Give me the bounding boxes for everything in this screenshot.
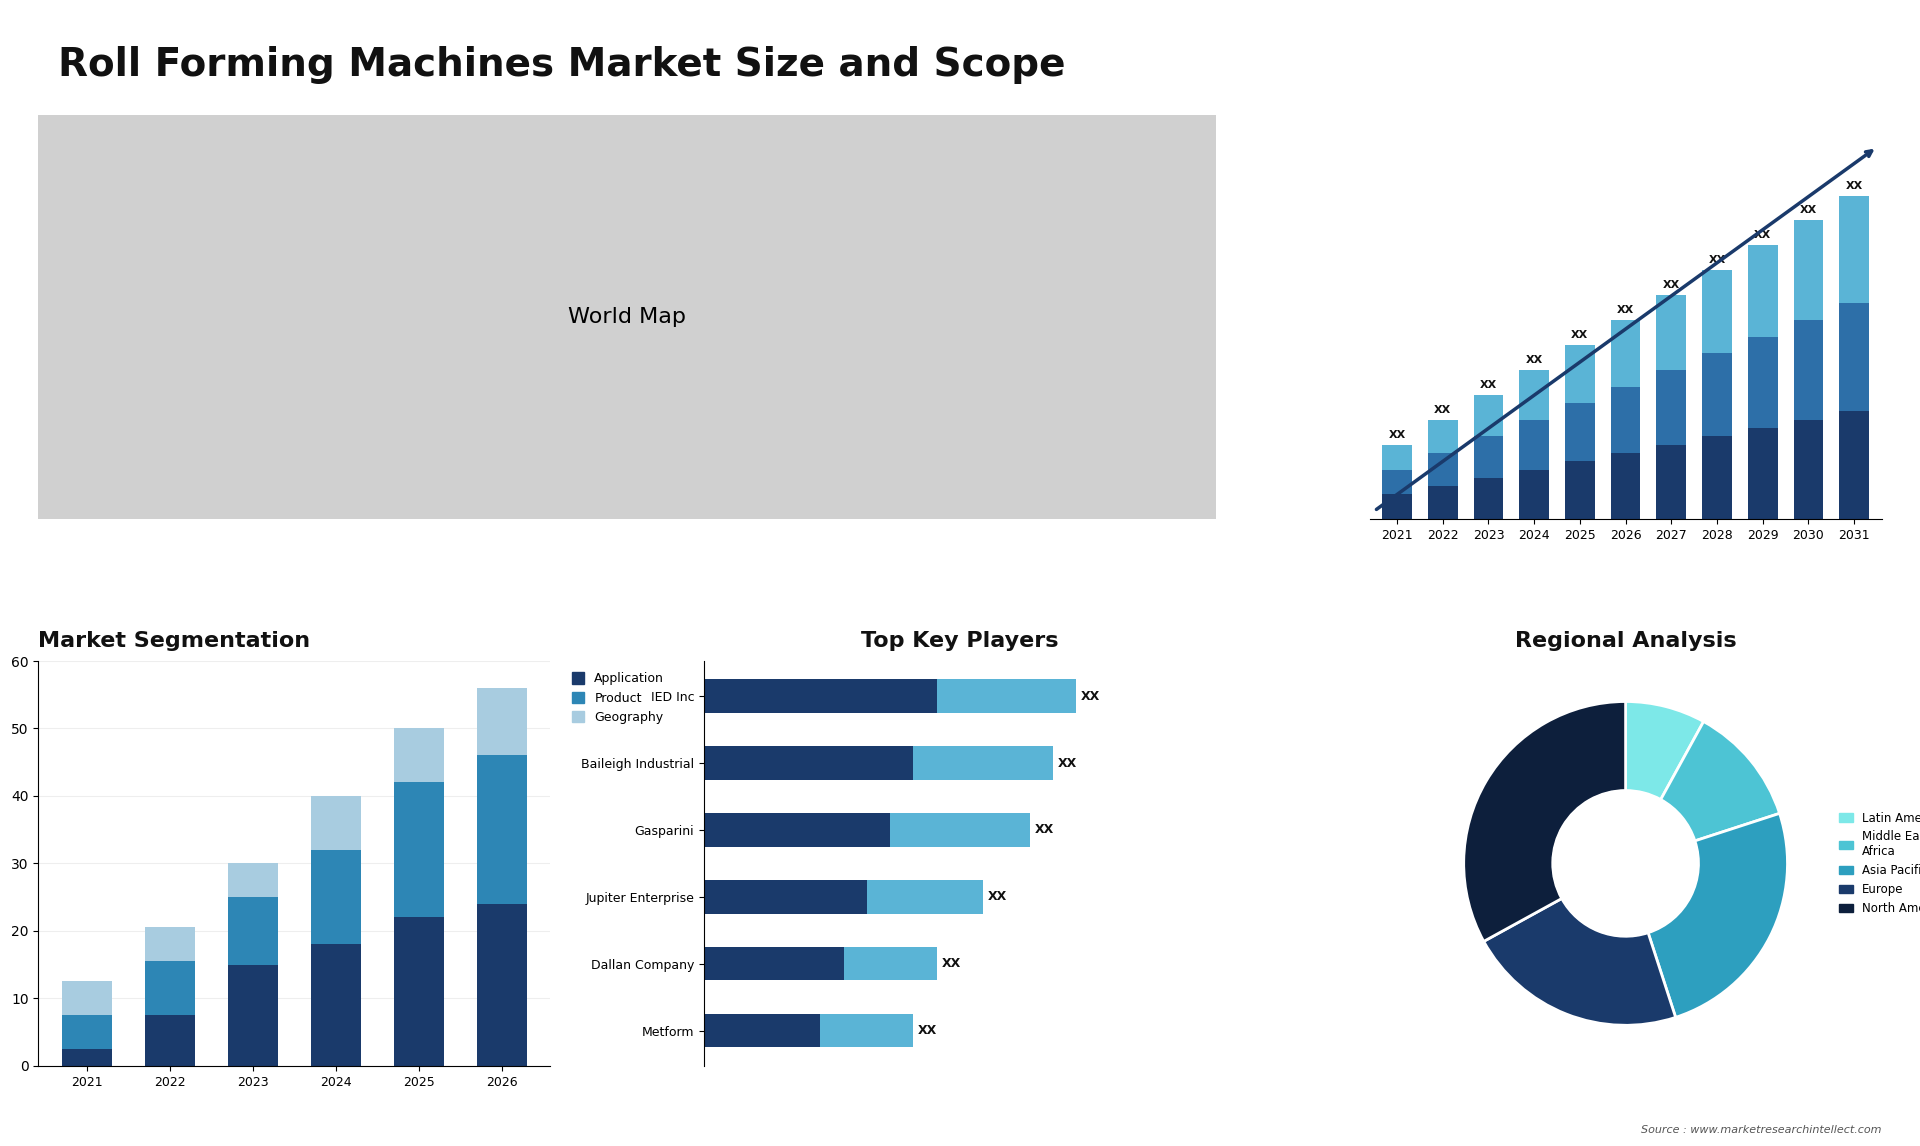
Bar: [311, 850, 361, 944]
Bar: [1839, 196, 1868, 304]
Bar: [1793, 419, 1824, 519]
Bar: [1657, 370, 1686, 445]
Bar: [1747, 427, 1778, 519]
Circle shape: [1553, 791, 1699, 936]
Text: XX: XX: [1058, 756, 1077, 770]
Wedge shape: [1661, 722, 1780, 841]
Bar: [1428, 419, 1457, 453]
Text: XX: XX: [1081, 690, 1100, 702]
Bar: [61, 1015, 111, 1049]
Bar: [1565, 461, 1596, 519]
Bar: [1382, 445, 1411, 470]
Bar: [705, 947, 937, 981]
Text: Source : www.marketresearchintellect.com: Source : www.marketresearchintellect.com: [1642, 1124, 1882, 1135]
Bar: [705, 1014, 820, 1047]
Bar: [705, 680, 937, 713]
Title: Top Key Players: Top Key Players: [862, 631, 1058, 651]
Text: XX: XX: [1480, 379, 1498, 390]
Wedge shape: [1647, 814, 1788, 1018]
Bar: [705, 746, 914, 779]
Bar: [1565, 403, 1596, 461]
Bar: [144, 1015, 194, 1066]
Text: XX: XX: [1663, 281, 1680, 290]
Bar: [1565, 345, 1596, 403]
Bar: [705, 746, 1052, 779]
Bar: [705, 947, 843, 981]
Bar: [1703, 437, 1732, 519]
Text: Market Segmentation: Market Segmentation: [38, 631, 311, 651]
Bar: [1747, 245, 1778, 337]
Text: RESEARCH: RESEARCH: [1699, 81, 1757, 91]
Text: XX: XX: [1799, 205, 1816, 215]
Bar: [1475, 437, 1503, 478]
Wedge shape: [1484, 898, 1676, 1026]
Bar: [1382, 470, 1411, 494]
Bar: [478, 688, 528, 755]
Bar: [705, 814, 1029, 847]
Text: MARKET: MARKET: [1705, 58, 1751, 68]
Bar: [1839, 304, 1868, 411]
Text: XX: XX: [941, 957, 960, 971]
Title: Regional Analysis: Regional Analysis: [1515, 631, 1736, 651]
Bar: [228, 897, 278, 965]
Bar: [478, 904, 528, 1066]
Text: XX: XX: [1526, 355, 1544, 364]
Bar: [61, 981, 111, 1015]
Text: XX: XX: [1434, 405, 1452, 415]
Bar: [61, 1049, 111, 1066]
Bar: [1747, 337, 1778, 427]
Bar: [1611, 320, 1640, 386]
Wedge shape: [1626, 701, 1703, 800]
Bar: [228, 965, 278, 1066]
Bar: [1703, 270, 1732, 353]
Bar: [1657, 296, 1686, 370]
Bar: [144, 927, 194, 961]
Bar: [705, 880, 868, 913]
Text: XX: XX: [1709, 256, 1726, 265]
Bar: [1519, 419, 1549, 470]
Bar: [228, 863, 278, 897]
Bar: [705, 880, 983, 913]
Text: XX: XX: [1755, 230, 1772, 241]
Text: XX: XX: [918, 1025, 937, 1037]
Bar: [1475, 478, 1503, 519]
Bar: [1839, 411, 1868, 519]
Text: INTELLECT: INTELLECT: [1699, 104, 1757, 113]
Bar: [1475, 395, 1503, 437]
Legend: Application, Product, Geography: Application, Product, Geography: [566, 667, 670, 729]
Bar: [1793, 220, 1824, 320]
Legend: Latin America, Middle East &
Africa, Asia Pacific, Europe, North America: Latin America, Middle East & Africa, Asi…: [1834, 807, 1920, 920]
Bar: [705, 680, 1077, 713]
Bar: [311, 944, 361, 1066]
Bar: [394, 783, 444, 917]
Bar: [1428, 453, 1457, 486]
Text: XX: XX: [1388, 430, 1405, 440]
Bar: [1519, 370, 1549, 419]
Bar: [1519, 470, 1549, 519]
Text: XX: XX: [1035, 824, 1054, 837]
Bar: [1657, 445, 1686, 519]
Bar: [478, 755, 528, 904]
Wedge shape: [1463, 701, 1626, 941]
Bar: [705, 814, 891, 847]
Bar: [1703, 353, 1732, 437]
Bar: [1611, 386, 1640, 453]
Bar: [1611, 453, 1640, 519]
Bar: [1793, 320, 1824, 419]
Text: Roll Forming Machines Market Size and Scope: Roll Forming Machines Market Size and Sc…: [58, 46, 1066, 84]
Bar: [144, 961, 194, 1015]
Text: XX: XX: [1571, 330, 1588, 340]
Text: XX: XX: [1617, 305, 1634, 315]
Bar: [1428, 486, 1457, 519]
Bar: [394, 917, 444, 1066]
Bar: [394, 729, 444, 783]
Text: World Map: World Map: [568, 307, 685, 327]
Text: XX: XX: [989, 890, 1008, 903]
Bar: [705, 1014, 914, 1047]
Text: XX: XX: [1845, 181, 1862, 190]
Bar: [1382, 494, 1411, 519]
Bar: [311, 796, 361, 850]
